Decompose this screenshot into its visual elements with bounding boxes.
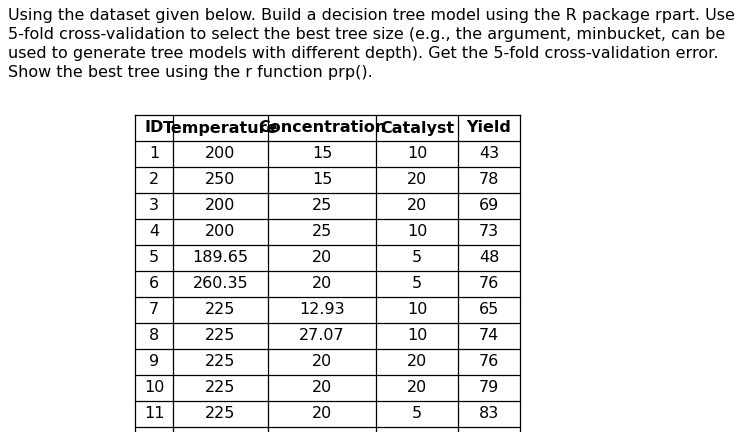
- Text: 76: 76: [479, 276, 499, 292]
- Text: 83: 83: [479, 407, 499, 422]
- Text: 225: 225: [205, 407, 235, 422]
- Text: Yield: Yield: [466, 121, 511, 136]
- Text: 79: 79: [479, 381, 499, 396]
- Text: 12.93: 12.93: [299, 302, 345, 318]
- Text: 15: 15: [312, 146, 332, 162]
- Text: 10: 10: [407, 225, 427, 239]
- Text: 20: 20: [312, 407, 332, 422]
- Text: 20: 20: [312, 251, 332, 266]
- Text: 5: 5: [412, 407, 422, 422]
- Text: 20: 20: [407, 198, 427, 213]
- Text: 8: 8: [149, 328, 159, 343]
- Text: Concentration: Concentration: [258, 121, 387, 136]
- Text: 73: 73: [479, 225, 499, 239]
- Text: 10: 10: [407, 328, 427, 343]
- Text: 78: 78: [479, 172, 499, 187]
- Text: 27.07: 27.07: [299, 328, 345, 343]
- Text: 74: 74: [479, 328, 499, 343]
- Text: 25: 25: [312, 225, 332, 239]
- Text: 225: 225: [205, 381, 235, 396]
- Text: 5: 5: [412, 276, 422, 292]
- Text: 2: 2: [149, 172, 159, 187]
- Text: 250: 250: [205, 172, 235, 187]
- Text: 25: 25: [312, 198, 332, 213]
- Text: 200: 200: [205, 225, 235, 239]
- Text: 5: 5: [412, 251, 422, 266]
- Text: 69: 69: [479, 198, 499, 213]
- Text: 200: 200: [205, 146, 235, 162]
- Text: ID: ID: [144, 121, 164, 136]
- Text: 6: 6: [149, 276, 159, 292]
- Text: 20: 20: [407, 172, 427, 187]
- Text: Catalyst: Catalyst: [380, 121, 454, 136]
- Text: 5: 5: [149, 251, 159, 266]
- Text: 200: 200: [205, 198, 235, 213]
- Text: 9: 9: [149, 355, 159, 369]
- Text: 20: 20: [407, 381, 427, 396]
- Text: used to generate tree models with different depth). Get the 5-fold cross-validat: used to generate tree models with differ…: [8, 46, 718, 61]
- Text: 3: 3: [149, 198, 159, 213]
- Text: Temperature: Temperature: [162, 121, 278, 136]
- Text: 20: 20: [407, 355, 427, 369]
- Text: 260.35: 260.35: [193, 276, 248, 292]
- Text: 65: 65: [479, 302, 499, 318]
- Text: 225: 225: [205, 328, 235, 343]
- Text: 7: 7: [149, 302, 159, 318]
- Text: 15: 15: [312, 172, 332, 187]
- Text: 189.65: 189.65: [193, 251, 248, 266]
- Text: 10: 10: [407, 146, 427, 162]
- Text: 20: 20: [312, 276, 332, 292]
- Text: 20: 20: [312, 355, 332, 369]
- Text: 20: 20: [312, 381, 332, 396]
- Text: Show the best tree using the r function prp().: Show the best tree using the r function …: [8, 65, 373, 80]
- Text: 43: 43: [479, 146, 499, 162]
- Text: Using the dataset given below. Build a decision tree model using the R package r: Using the dataset given below. Build a d…: [8, 8, 735, 23]
- Text: 5-fold cross-validation to select the best tree size (e.g., the argument, minbuc: 5-fold cross-validation to select the be…: [8, 27, 725, 42]
- Text: 11: 11: [144, 407, 164, 422]
- Text: 48: 48: [479, 251, 499, 266]
- Text: 10: 10: [407, 302, 427, 318]
- Text: 225: 225: [205, 302, 235, 318]
- Text: 76: 76: [479, 355, 499, 369]
- Text: 1: 1: [149, 146, 159, 162]
- Text: 10: 10: [144, 381, 164, 396]
- Text: 225: 225: [205, 355, 235, 369]
- Text: 4: 4: [149, 225, 159, 239]
